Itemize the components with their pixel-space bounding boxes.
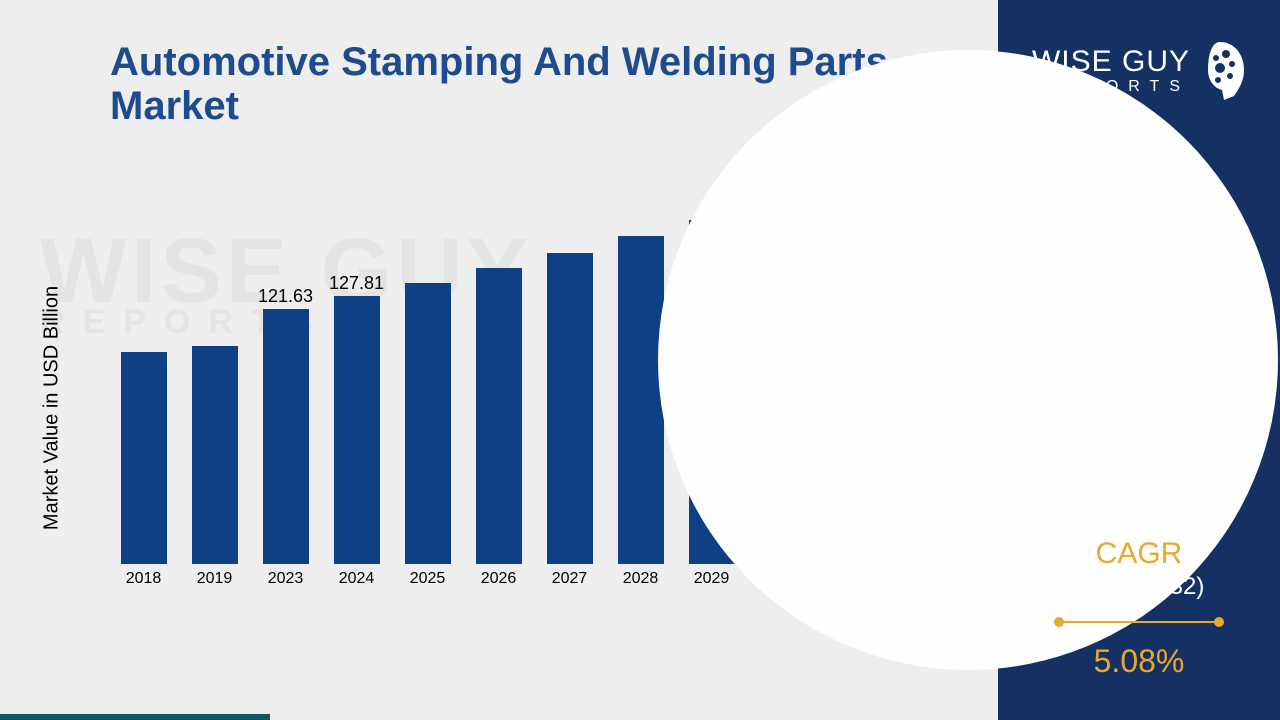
x-tick-label: 2019 <box>197 570 233 588</box>
cagr-value: 5.08% <box>1054 643 1224 680</box>
bar-value-label: 121.63 <box>258 286 313 307</box>
y-axis-label: Market Value in USD Billion <box>41 286 64 530</box>
x-tick-label: 2024 <box>339 570 375 588</box>
page-root: WISE GUY REPORTS Automotive Stamping And… <box>0 0 1280 720</box>
bar-slot: 2027 <box>534 168 605 588</box>
x-tick-label: 2029 <box>694 570 730 588</box>
x-tick-label: 2027 <box>552 570 588 588</box>
bar <box>618 236 664 564</box>
bottom-accent-bar <box>0 714 270 720</box>
head-icon <box>1194 40 1246 102</box>
x-tick-label: 2026 <box>481 570 517 588</box>
cagr-range: (2019-2032) <box>1054 573 1224 601</box>
bar <box>192 346 238 564</box>
bar-slot: 121.63 2023 <box>250 168 321 588</box>
x-tick-label: 2023 <box>268 570 304 588</box>
bar-slot: 2018 <box>108 168 179 588</box>
x-tick-label: 2018 <box>126 570 162 588</box>
bar-slot: 127.81 2024 <box>321 168 392 588</box>
bar <box>121 352 167 564</box>
logo-line2: REPORTS <box>1032 79 1190 95</box>
bar <box>476 268 522 564</box>
brand-logo: WISE GUY REPORTS <box>1032 40 1246 102</box>
bar-slot: 2025 <box>392 168 463 588</box>
side-panel: WISE GUY REPORTS CAGR (2019-2032) 5.08% <box>998 0 1280 720</box>
x-tick-label: 2025 <box>410 570 446 588</box>
bar <box>547 253 593 564</box>
x-tick-label: 2028 <box>623 570 659 588</box>
bar <box>263 309 309 564</box>
logo-text: WISE GUY REPORTS <box>1032 47 1190 95</box>
bar <box>405 283 451 564</box>
bar-value-label: 127.81 <box>329 273 384 294</box>
bar-slot: 2026 <box>463 168 534 588</box>
cagr-label: CAGR <box>1054 537 1224 571</box>
bar <box>334 296 380 564</box>
logo-line1: WISE GUY <box>1032 47 1190 77</box>
cagr-divider <box>1054 621 1224 623</box>
cagr-block: CAGR (2019-2032) 5.08% <box>1054 537 1224 680</box>
bar-slot: 2019 <box>179 168 250 588</box>
